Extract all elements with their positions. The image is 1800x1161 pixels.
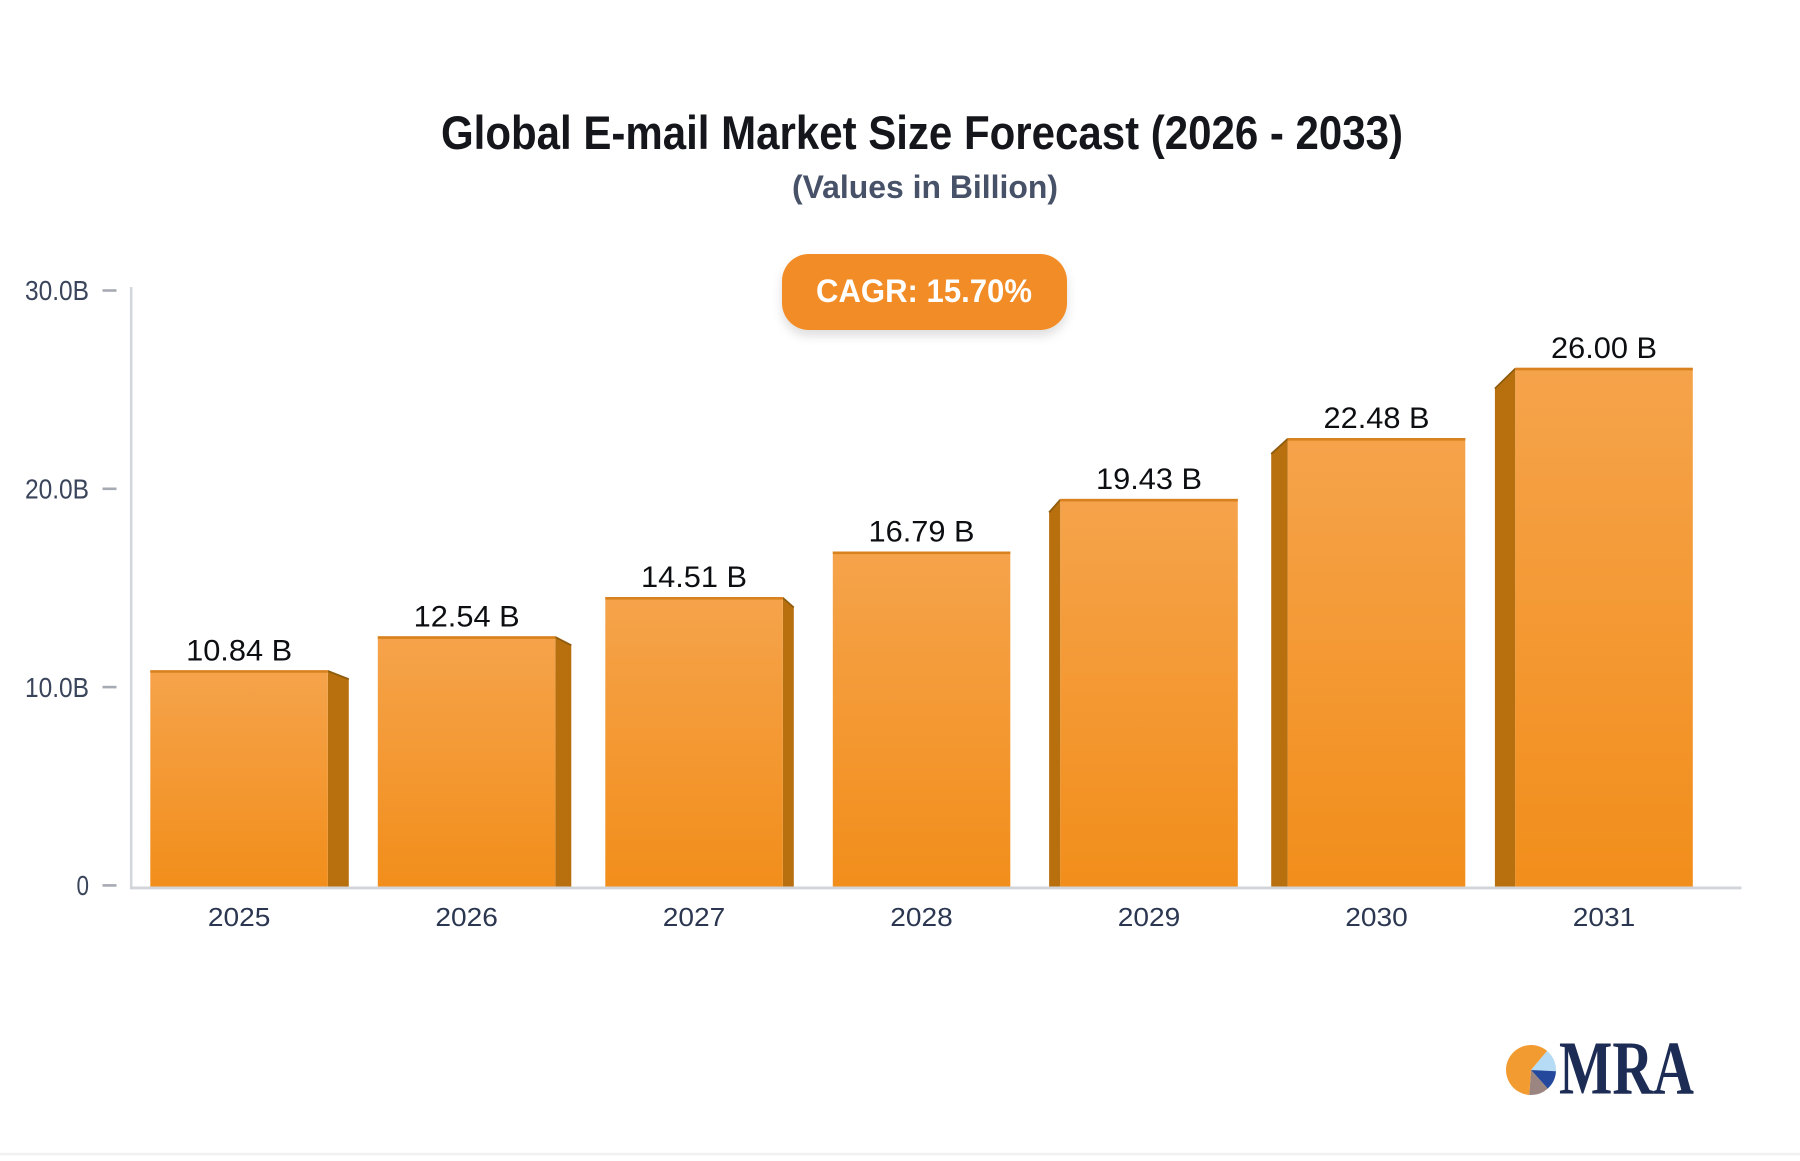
svg-text:2030: 2030 — [1345, 902, 1408, 932]
svg-text:MRA: MRA — [1559, 1027, 1694, 1111]
svg-text:10.84 B: 10.84 B — [186, 634, 292, 667]
svg-text:2031: 2031 — [1573, 902, 1636, 932]
svg-text:19.43 B: 19.43 B — [1096, 463, 1202, 496]
svg-text:0: 0 — [77, 870, 90, 901]
svg-text:30.0B: 30.0B — [25, 275, 89, 306]
svg-text:CAGR: 15.70%: CAGR: 15.70% — [816, 273, 1032, 309]
svg-text:14.51 B: 14.51 B — [641, 561, 747, 594]
svg-text:2029: 2029 — [1118, 902, 1181, 932]
svg-text:2028: 2028 — [890, 902, 953, 932]
svg-text:2026: 2026 — [435, 902, 498, 932]
svg-text:10.0B: 10.0B — [25, 672, 89, 703]
svg-text:12.54 B: 12.54 B — [414, 601, 520, 634]
svg-text:20.0B: 20.0B — [25, 474, 89, 505]
svg-text:2025: 2025 — [208, 902, 271, 932]
svg-text:2027: 2027 — [663, 902, 726, 932]
svg-text:Global E-mail Market Size Fore: Global E-mail Market Size Forecast (2026… — [441, 106, 1403, 159]
svg-text:22.48 B: 22.48 B — [1324, 402, 1430, 435]
svg-text:26.00 B: 26.00 B — [1551, 332, 1657, 365]
svg-text:(Values in Billion): (Values in Billion) — [792, 169, 1058, 205]
svg-text:16.79 B: 16.79 B — [869, 516, 975, 549]
